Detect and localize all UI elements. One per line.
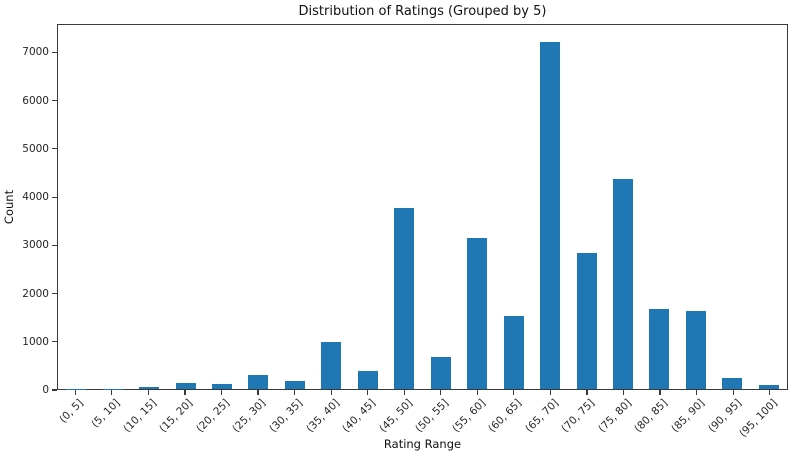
x-tick-label: (60, 65]	[486, 397, 525, 435]
chart-title: Distribution of Ratings (Grouped by 5)	[298, 4, 547, 19]
bar	[394, 208, 415, 389]
x-tick-label: (40, 45]	[340, 397, 379, 435]
bar	[722, 377, 743, 389]
x-tickmark	[111, 390, 113, 395]
bar-slot	[167, 25, 203, 389]
bar	[503, 316, 524, 389]
bar	[357, 371, 378, 389]
x-tickmark	[257, 390, 259, 395]
x-tickmark	[330, 390, 332, 395]
x-tick-label: (45, 50]	[376, 397, 415, 435]
plot-area	[57, 24, 788, 390]
x-tick-label: (10, 15]	[120, 397, 159, 435]
y-tick-label: 0	[42, 384, 49, 396]
x-tick-label: (80, 85]	[632, 397, 671, 435]
bar-slot	[605, 25, 641, 389]
x-tick-label: (0, 5]	[57, 397, 86, 426]
bar	[139, 387, 160, 389]
x-tickmark	[696, 390, 698, 395]
x-tickmark	[476, 390, 478, 395]
x-tick-label: (55, 60]	[449, 397, 488, 435]
x-tick-label: (30, 35]	[267, 397, 306, 435]
bar-slot	[313, 25, 349, 389]
x-tick-label: (95, 100]	[737, 397, 781, 440]
x-tickmark	[184, 390, 186, 395]
x-tick-label: (70, 75]	[559, 397, 598, 435]
x-tickmark	[293, 390, 296, 395]
x-tickmark	[367, 390, 369, 395]
bar-slot	[678, 25, 714, 389]
x-tick-label: (85, 90]	[669, 397, 708, 435]
y-tick-label: 5000	[22, 142, 49, 155]
bar-slot	[751, 25, 787, 389]
x-tickmark	[220, 390, 223, 395]
y-tickmark	[52, 100, 57, 102]
bar	[576, 253, 597, 389]
bar	[540, 42, 561, 389]
bar-slot	[350, 25, 386, 389]
x-tickmark	[549, 390, 551, 395]
y-tick-label: 3000	[22, 239, 49, 252]
x-tick-label: (5, 10]	[89, 397, 123, 431]
y-tick-label: 6000	[22, 94, 49, 107]
bar	[430, 356, 451, 389]
y-axis-label: Count	[2, 189, 16, 225]
x-tick-label: (35, 40]	[303, 397, 342, 435]
bars-container	[58, 25, 787, 389]
bar	[284, 380, 305, 389]
y-tick-label: 7000	[22, 46, 49, 59]
bar-slot	[459, 25, 495, 389]
bar	[649, 309, 670, 389]
y-tick-label: 4000	[22, 191, 49, 204]
x-axis-label: Rating Range	[383, 437, 462, 451]
x-tick-label: (50, 55]	[413, 397, 452, 435]
bar-slot	[532, 25, 568, 389]
x-tick-label: (75, 80]	[596, 397, 635, 435]
bar-slot	[568, 25, 604, 389]
bar-slot	[204, 25, 240, 389]
bar	[758, 385, 779, 389]
bar-slot	[94, 25, 130, 389]
y-tick-label: 2000	[22, 287, 49, 300]
bar-slot	[641, 25, 677, 389]
y-tick-label: 1000	[22, 335, 49, 348]
x-tickmark	[403, 390, 405, 395]
x-tick-label: (25, 30]	[230, 397, 269, 435]
bar	[685, 310, 706, 389]
y-tickmark	[52, 148, 57, 150]
x-tick-label: (65, 70]	[523, 397, 561, 435]
x-tick-label: (20, 25]	[194, 397, 232, 435]
bar	[613, 179, 634, 389]
bar-slot	[495, 25, 531, 389]
y-tickmark	[52, 196, 57, 198]
x-tickmark	[440, 390, 442, 395]
bar-slot	[423, 25, 459, 389]
x-tickmark	[659, 390, 661, 395]
y-tickmark	[52, 244, 57, 246]
x-tickmark	[769, 390, 771, 395]
x-tickmark	[74, 390, 76, 395]
x-tickmark	[147, 390, 149, 395]
bar-slot	[240, 25, 276, 389]
x-tickmark	[513, 390, 515, 395]
bar-slot	[714, 25, 750, 389]
x-tickmark	[622, 390, 625, 395]
x-tickmark	[586, 390, 588, 395]
bar-slot	[386, 25, 422, 389]
bar	[175, 383, 196, 389]
y-tickmark	[52, 51, 57, 54]
bar	[467, 238, 488, 389]
bar	[248, 375, 269, 389]
bar-slot	[58, 25, 94, 389]
y-tickmark	[52, 341, 57, 343]
bar	[321, 342, 342, 389]
bar	[212, 384, 233, 389]
bar-slot	[277, 25, 313, 389]
y-tickmark	[52, 292, 57, 295]
x-tick-label: (15, 20]	[157, 397, 196, 435]
x-tickmark	[732, 390, 734, 395]
bar-slot	[131, 25, 167, 389]
y-tickmark	[52, 389, 57, 391]
